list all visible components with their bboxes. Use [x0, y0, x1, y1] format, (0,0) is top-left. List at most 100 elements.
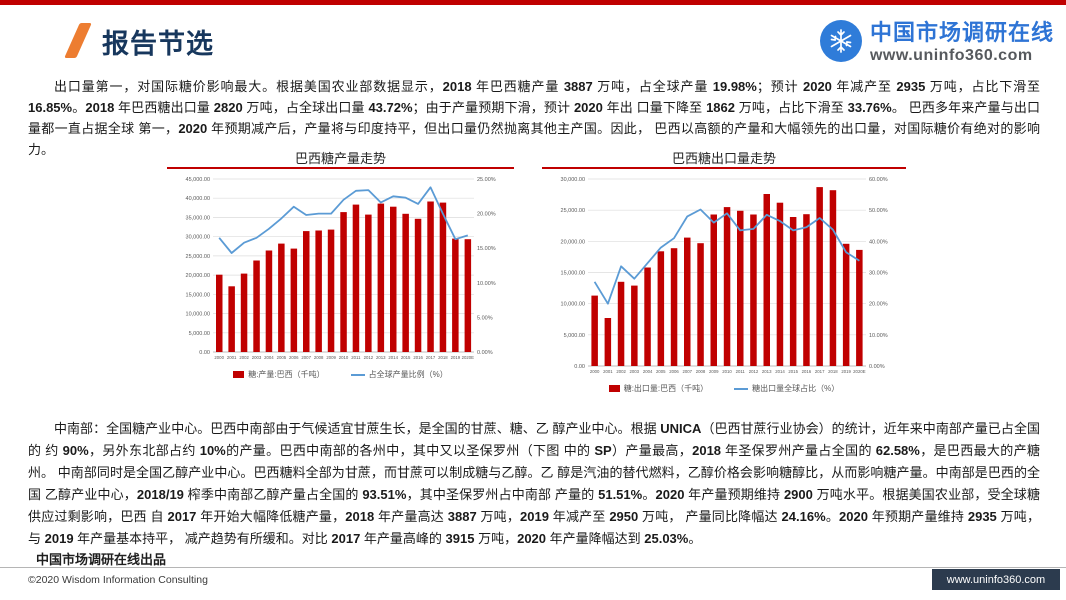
svg-text:10.00%: 10.00%	[869, 333, 888, 339]
chart-legend: 糖:出口量:巴西（千吨） 糖出口量全球占比（%）	[542, 383, 906, 394]
brand-logo[interactable]: 中国市场调研在线 www.uninfo360.com	[819, 20, 1054, 65]
emphasized-value: 2900	[783, 487, 813, 502]
body-text: 万吨，占全球出口量	[242, 100, 369, 115]
svg-text:15,000.00: 15,000.00	[561, 271, 585, 277]
body-text: 年产量降幅达到	[546, 531, 645, 546]
svg-text:2018: 2018	[828, 369, 838, 374]
svg-text:5,000.00: 5,000.00	[564, 333, 585, 339]
legend-item: 糖:产量:巴西（千吨）	[233, 369, 325, 380]
svg-text:2000: 2000	[214, 355, 224, 360]
emphasized-value: 2019	[44, 531, 74, 546]
body-text: 出口量第一，对国际糖价影响最大。根据美国农业部数据显示，	[54, 79, 443, 94]
snowflake-icon	[830, 29, 852, 53]
body-text: 年开始大幅降低糖产量，	[196, 509, 346, 524]
body-text: 年巴西糖出口量	[114, 100, 214, 115]
svg-text:2013: 2013	[762, 369, 772, 374]
body-text: ；预计	[756, 79, 803, 94]
emphasized-value: 2020	[517, 531, 547, 546]
chart-legend: 糖:产量:巴西（千吨） 占全球产量比例（%）	[167, 369, 514, 380]
svg-text:2017: 2017	[426, 355, 436, 360]
body-text: 万吨，占比下滑至	[925, 79, 1040, 94]
svg-text:2016: 2016	[413, 355, 423, 360]
emphasized-value: 2020	[839, 509, 868, 524]
svg-text:2004: 2004	[264, 355, 274, 360]
body-text: 。	[688, 531, 702, 546]
line-series	[593, 208, 860, 305]
body-text: ；由于产量预期下滑，预计	[412, 100, 574, 115]
emphasized-value: 2018	[345, 509, 375, 524]
body-text: 年减产至	[548, 509, 610, 524]
svg-text:10,000.00: 10,000.00	[561, 302, 585, 308]
body-text: 年产量高达	[374, 509, 448, 524]
svg-text:2004: 2004	[643, 369, 653, 374]
axis-tick-labels: 0.00 5,000.00 10,000.00 15,000.00 20,000.00 2…	[186, 177, 496, 356]
footer-divider	[0, 567, 1066, 568]
legend-line-swatch-icon	[350, 373, 365, 376]
svg-text:25.00%: 25.00%	[477, 177, 496, 183]
svg-text:2002: 2002	[616, 369, 626, 374]
slash-icon	[64, 23, 92, 58]
legend-label: 糖:产量:巴西（千吨）	[248, 370, 325, 379]
svg-text:2015: 2015	[788, 369, 798, 374]
svg-text:2019: 2019	[451, 355, 461, 360]
emphasized-value: 2018	[85, 100, 115, 115]
svg-text:10,000.00: 10,000.00	[186, 312, 210, 318]
body-text: 榨季中南部乙醇产量占全国的	[183, 487, 363, 502]
paragraph-region-summary: 中南部：全国糖产业中心。巴西中南部由于气候适宜甘蔗生长，是全国的甘蔗、糖、乙 醇…	[28, 418, 1040, 550]
copyright-text: ©2020 Wisdom Information Consulting	[28, 574, 208, 586]
svg-text:2000: 2000	[590, 369, 600, 374]
body-text: 的产量。巴西中南部的各州中，其中又以圣保罗州（下图 中的	[225, 443, 595, 458]
emphasized-value: 24.16%	[781, 509, 826, 524]
body-text: 。	[642, 487, 656, 502]
chart-title-divider	[167, 167, 514, 169]
top-accent-bar	[0, 0, 1066, 5]
logo-text: 中国市场调研在线 www.uninfo360.com	[870, 20, 1054, 65]
svg-text:20.00%: 20.00%	[477, 212, 496, 218]
emphasized-value: 2018	[692, 443, 722, 458]
svg-text:2008: 2008	[314, 355, 324, 360]
legend-item: 糖:出口量:巴西（千吨）	[608, 383, 708, 394]
page-title: 报告节选	[102, 29, 214, 59]
svg-text:2009: 2009	[709, 369, 719, 374]
chart-title: 巴西糖产量走势	[294, 151, 386, 166]
svg-text:2008: 2008	[696, 369, 706, 374]
body-text: 年出 口量下降至	[602, 100, 707, 115]
legend-label: 糖出口量全球占比（%）	[752, 384, 840, 393]
svg-text:2009: 2009	[326, 355, 336, 360]
legend-line-swatch-icon	[734, 387, 749, 390]
emphasized-value: 10%	[199, 443, 226, 458]
svg-text:2005: 2005	[277, 355, 287, 360]
production-chart: 巴西糖产量走势 0.00 5,000.00 10,000.00 15,000.00 20…	[167, 148, 514, 380]
svg-text:2012: 2012	[749, 369, 759, 374]
bar-series	[591, 187, 863, 366]
svg-text:2010: 2010	[339, 355, 349, 360]
svg-text:40.00%: 40.00%	[869, 239, 888, 245]
body-text: 。 巴西多年来产量与出口量都一直占据全球 第一，	[28, 100, 1040, 136]
svg-text:2014: 2014	[388, 355, 398, 360]
footer-site-link[interactable]: www.uninfo360.com	[932, 569, 1060, 590]
legend-bar-swatch-icon	[608, 385, 620, 392]
svg-text:0.00: 0.00	[574, 364, 585, 370]
svg-text:2011: 2011	[351, 355, 361, 360]
export-chart: 巴西糖出口量走势 0.00 5,000.00 10,000.00 15,000.00 2…	[542, 148, 906, 394]
emphasized-value: 2020	[655, 487, 685, 502]
body-text: 年产量基本持平， 减产趋势有所缓和。对比	[73, 531, 332, 546]
emphasized-value: 90%	[62, 443, 89, 458]
svg-text:10.00%: 10.00%	[477, 281, 496, 287]
body-text: 万吨，	[474, 531, 518, 546]
svg-text:60.00%: 60.00%	[869, 177, 888, 183]
svg-text:0.00: 0.00	[199, 350, 210, 356]
svg-text:5,000.00: 5,000.00	[189, 331, 210, 337]
legend-item: 占全球产量比例（%）	[350, 369, 448, 380]
x-axis-labels: 2000 2001 2002 2003 2004 2005 2006 2007 2008 2009…	[214, 355, 474, 360]
emphasized-value: 19.98%	[712, 79, 757, 94]
chart-title-divider	[542, 167, 906, 169]
svg-text:2018: 2018	[438, 355, 448, 360]
emphasized-value: 3915	[445, 531, 475, 546]
svg-text:30,000.00: 30,000.00	[561, 177, 585, 183]
emphasized-value: 2017	[331, 531, 361, 546]
svg-text:2007: 2007	[683, 369, 693, 374]
svg-text:25,000.00: 25,000.00	[186, 254, 210, 260]
svg-text:0.00%: 0.00%	[869, 364, 885, 370]
body-text: 。	[825, 509, 840, 524]
